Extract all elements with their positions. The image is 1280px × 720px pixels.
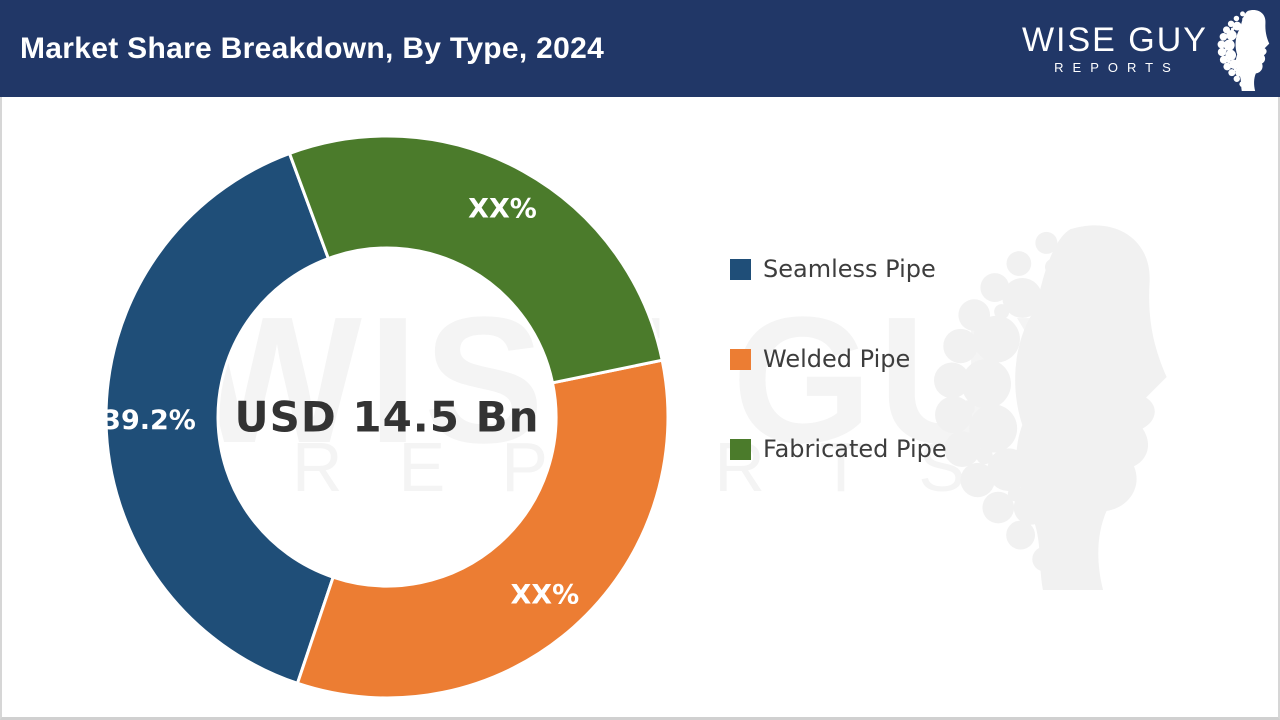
- legend-label-fabricated: Fabricated Pipe: [763, 435, 947, 463]
- segment-label-fabricated-pipe: XX%: [468, 193, 537, 224]
- donut-segment-seamless-pipe: [104, 151, 335, 685]
- segment-label-welded-pipe: XX%: [510, 580, 579, 611]
- legend-label-welded: Welded Pipe: [763, 345, 911, 373]
- legend-item-fabricated-pipe: Fabricated Pipe: [730, 432, 947, 466]
- segment-label-seamless-pipe: 39.2%: [102, 405, 196, 436]
- legend-swatch-seamless: [730, 258, 751, 280]
- donut-segment-welded-pipe: [295, 358, 670, 700]
- legend-item-welded-pipe: Welded Pipe: [730, 342, 947, 376]
- legend-item-seamless-pipe: Seamless Pipe: [730, 252, 947, 286]
- logo-wordmark-text: WISE GUY: [1021, 20, 1208, 59]
- chart-center-value: USD 14.5 Bn: [234, 392, 540, 442]
- legend-label-seamless: Seamless Pipe: [763, 255, 936, 283]
- legend-swatch-fabricated: [730, 438, 751, 460]
- page-title: Market Share Breakdown, By Type, 2024: [20, 31, 605, 65]
- logo-face-icon: [1217, 9, 1270, 91]
- chart-legend: Seamless Pipe Welded Pipe Fabricated Pip…: [730, 252, 947, 522]
- header: Market Share Breakdown, By Type, 2024 WI…: [0, 0, 1280, 97]
- chart-canvas: WISE GUY REPORTS 39.2%XX%XX% USD 14.5 Bn…: [0, 97, 1280, 720]
- donut-segment-fabricated-pipe: [288, 134, 664, 385]
- brand-logo: WISE GUY REPORTS: [1022, 6, 1272, 92]
- logo-subtext: REPORTS: [1054, 60, 1180, 76]
- legend-swatch-welded: [730, 348, 751, 370]
- donut-chart: 39.2% XX% XX%: [102, 134, 670, 700]
- logo-wordmark: WISE GUY REPORTS: [1021, 20, 1208, 76]
